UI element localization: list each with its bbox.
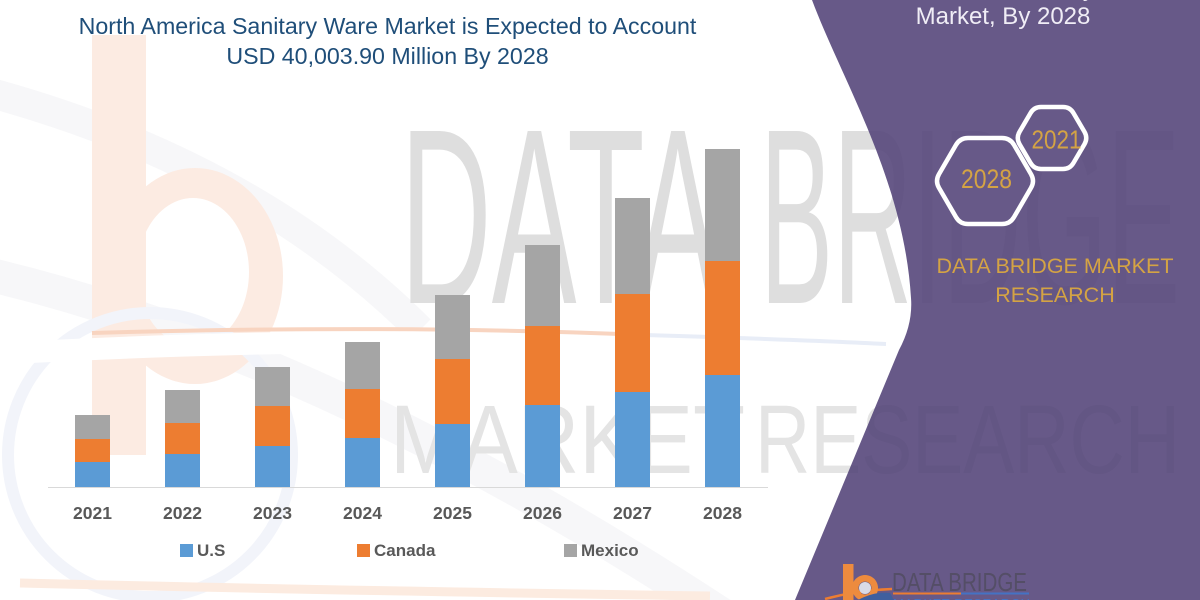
svg-text:2021: 2021 xyxy=(1032,125,1082,155)
svg-text:2028: 2028 xyxy=(961,164,1012,194)
svg-text:MARKET RESEARCH: MARKET RESEARCH xyxy=(893,596,1030,600)
svg-text:DATA BRIDGE: DATA BRIDGE xyxy=(892,567,1027,597)
